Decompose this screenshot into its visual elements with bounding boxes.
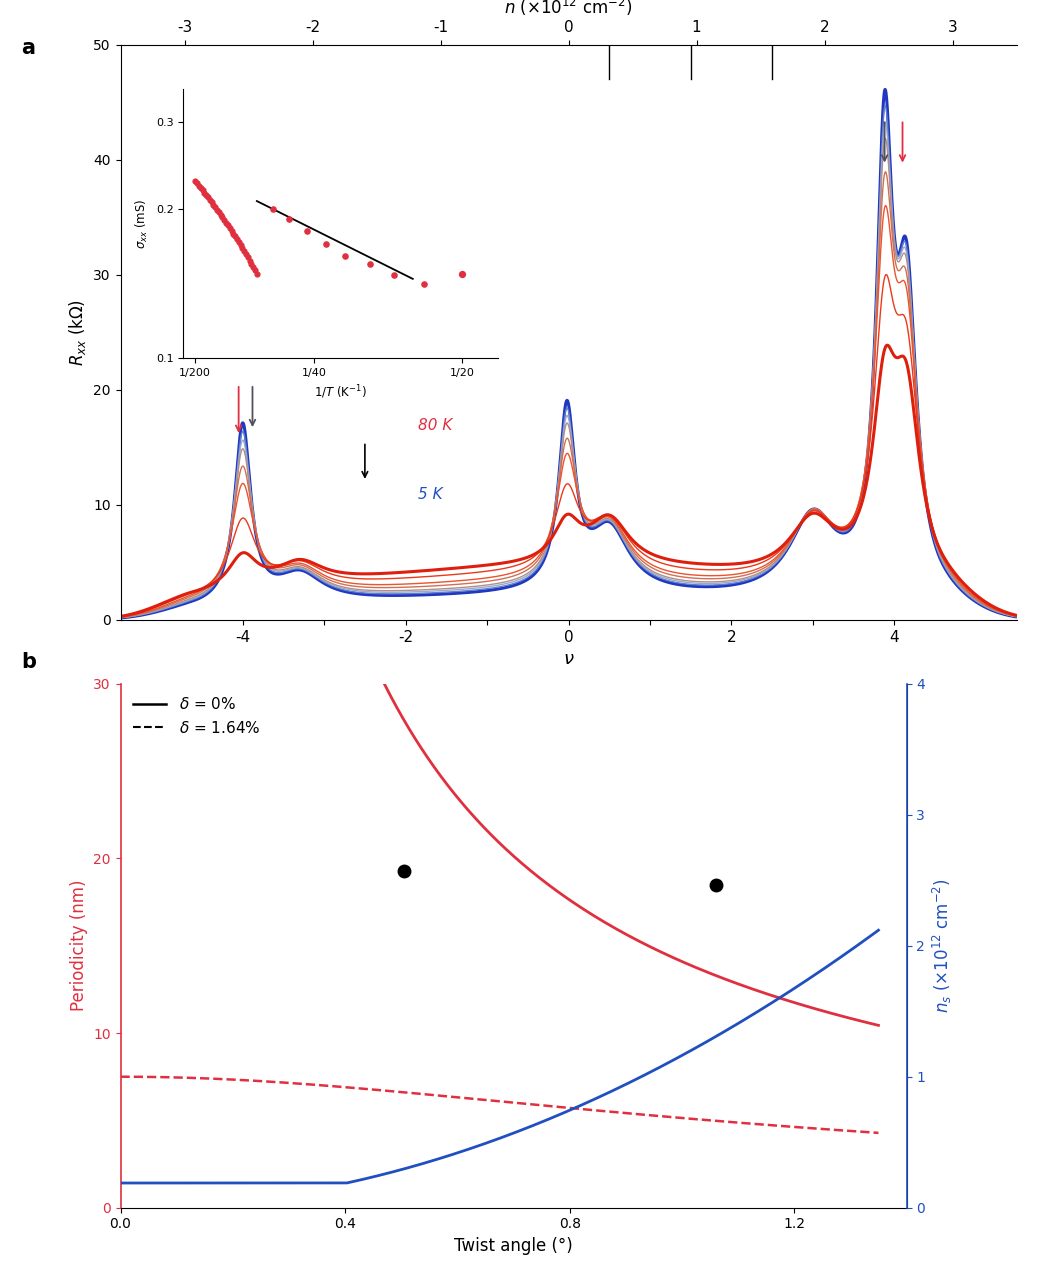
Point [265,199,282,220]
Point [206,197,223,217]
Point [234,238,250,258]
Point [211,202,227,222]
Point [209,199,225,220]
Legend: $\delta$ = 0%, $\delta$ = 1.64%: $\delta$ = 0%, $\delta$ = 1.64% [128,691,265,740]
Point [226,226,243,247]
Point [233,235,249,256]
X-axis label: Twist angle (°): Twist angle (°) [454,1237,573,1255]
Y-axis label: $n_s$ ($\times$10$^{12}$ cm$^{-2}$): $n_s$ ($\times$10$^{12}$ cm$^{-2}$) [931,878,954,1013]
Point [362,254,378,275]
Y-axis label: Periodicity (nm): Periodicity (nm) [69,881,88,1011]
Point [187,171,203,192]
Text: a: a [21,38,35,59]
Point [231,233,247,253]
Point [506,286,523,307]
Point [246,261,263,281]
Point [219,215,236,235]
Point [205,194,222,215]
X-axis label: $n$ ($\times$10$^{12}$ cm$^{-2}$): $n$ ($\times$10$^{12}$ cm$^{-2}$) [504,0,633,18]
Point [214,207,231,227]
Point [194,180,211,201]
Point [386,265,402,285]
Point [193,178,210,198]
Point [228,229,245,249]
Point [241,250,258,271]
Point [198,185,215,206]
Point [281,210,298,230]
Point [415,273,432,294]
Point [218,212,235,233]
Point [239,247,256,267]
Point [189,174,205,194]
Point [221,217,238,238]
Point [203,192,220,212]
Y-axis label: $\sigma_{xx}$ (mS): $\sigma_{xx}$ (mS) [134,198,150,249]
Point [236,242,253,262]
Point [201,189,218,210]
X-axis label: 1/$T$ (K$^{-1}$): 1/$T$ (K$^{-1}$) [314,383,367,401]
Point [454,263,471,284]
Text: 5 K: 5 K [418,487,442,502]
Point [318,234,334,254]
Point [196,183,213,203]
Point [299,221,315,242]
Point [243,253,260,273]
Point [238,244,255,265]
Y-axis label: $R_{xx}$ (k$\Omega$): $R_{xx}$ (k$\Omega$) [67,299,88,366]
Point [223,221,240,242]
Point [199,187,216,207]
Text: b: b [21,652,36,672]
Point [213,204,230,225]
Point [225,224,242,244]
X-axis label: $\nu$: $\nu$ [563,651,574,668]
Text: 80 K: 80 K [418,418,453,433]
Point [245,257,262,277]
Point [337,245,354,266]
Point [216,210,233,230]
Point [191,175,208,196]
Point [248,263,265,284]
